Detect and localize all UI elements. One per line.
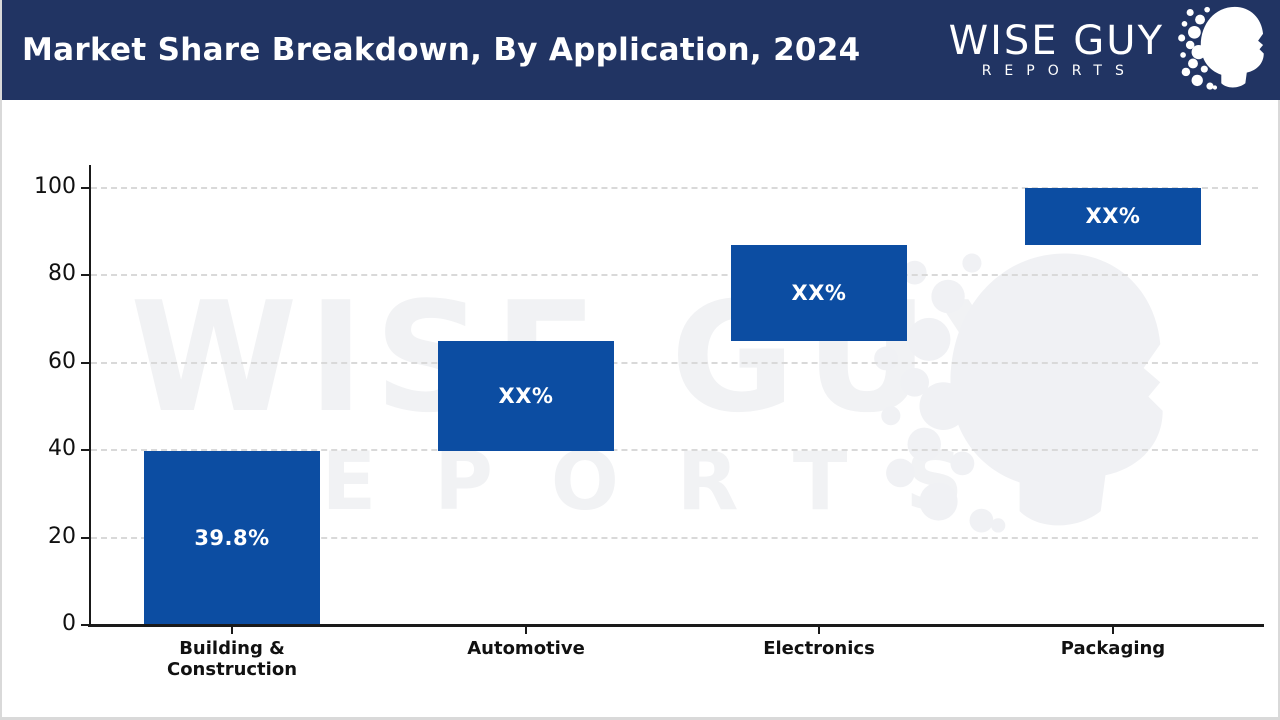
y-tick-label-0: 0: [62, 611, 76, 636]
x-tick-mark-3: [1112, 627, 1114, 634]
x-axis-line: [88, 624, 1264, 627]
header-bar: Market Share Breakdown, By Application, …: [2, 0, 1280, 100]
watermark-dotted-face-profile-icon: [874, 253, 1163, 533]
brand-subname: REPORTS: [981, 63, 1137, 79]
y-tick-mark-0: [81, 624, 89, 626]
bar-packaging: XX%: [1025, 188, 1201, 245]
bar-electronics: XX%: [731, 244, 907, 341]
y-tick-label-60: 60: [48, 348, 76, 374]
brand-name: WISE GUY: [948, 18, 1164, 64]
x-category-label-2: Electronics: [763, 638, 875, 659]
bar-value-label: XX%: [791, 280, 847, 305]
y-tick-label-100: 100: [34, 174, 76, 199]
gridline-20: [91, 536, 1258, 539]
page-title: Market Share Breakdown, By Application, …: [22, 32, 861, 68]
brand-logo-text: WISE GUY REPORTS: [949, 21, 1164, 79]
x-category-label-1: Automotive: [467, 638, 585, 659]
bar-value-label: XX%: [1085, 204, 1141, 229]
bar-automotive: XX%: [438, 340, 614, 452]
y-tick-label-40: 40: [48, 436, 76, 462]
gridline-80: [91, 274, 1258, 277]
bar-value-label: 39.8%: [194, 526, 270, 551]
x-tick-mark-1: [525, 627, 527, 634]
gridline-40: [91, 449, 1258, 452]
brand-logo: WISE GUY REPORTS: [949, 4, 1280, 96]
y-tick-mark-20: [81, 536, 89, 539]
x-tick-mark-2: [818, 627, 820, 634]
bar-building---construction: 39.8%: [144, 451, 320, 625]
x-category-label-0: Building & Construction: [166, 638, 298, 680]
y-axis-line: [89, 165, 91, 627]
y-tick-mark-40: [81, 449, 89, 452]
bar-value-label: XX%: [498, 383, 554, 408]
dotted-face-profile-icon: [1178, 6, 1264, 90]
x-category-label-3: Packaging: [1060, 638, 1166, 659]
gridline-60: [91, 361, 1258, 364]
chart-plot-area: 0 20 40 60 80 100 39.8% Building & Construction…: [2, 100, 1280, 720]
y-tick-label-20: 20: [48, 523, 76, 549]
y-tick-mark-60: [81, 361, 89, 364]
y-tick-mark-80: [81, 274, 89, 277]
y-tick-mark-100: [81, 187, 89, 189]
x-tick-mark-0: [231, 627, 233, 634]
y-tick-label-80: 80: [48, 261, 76, 287]
watermark-brand-subname: REPORTS: [202, 435, 1022, 528]
gridline-100: [91, 187, 1258, 189]
